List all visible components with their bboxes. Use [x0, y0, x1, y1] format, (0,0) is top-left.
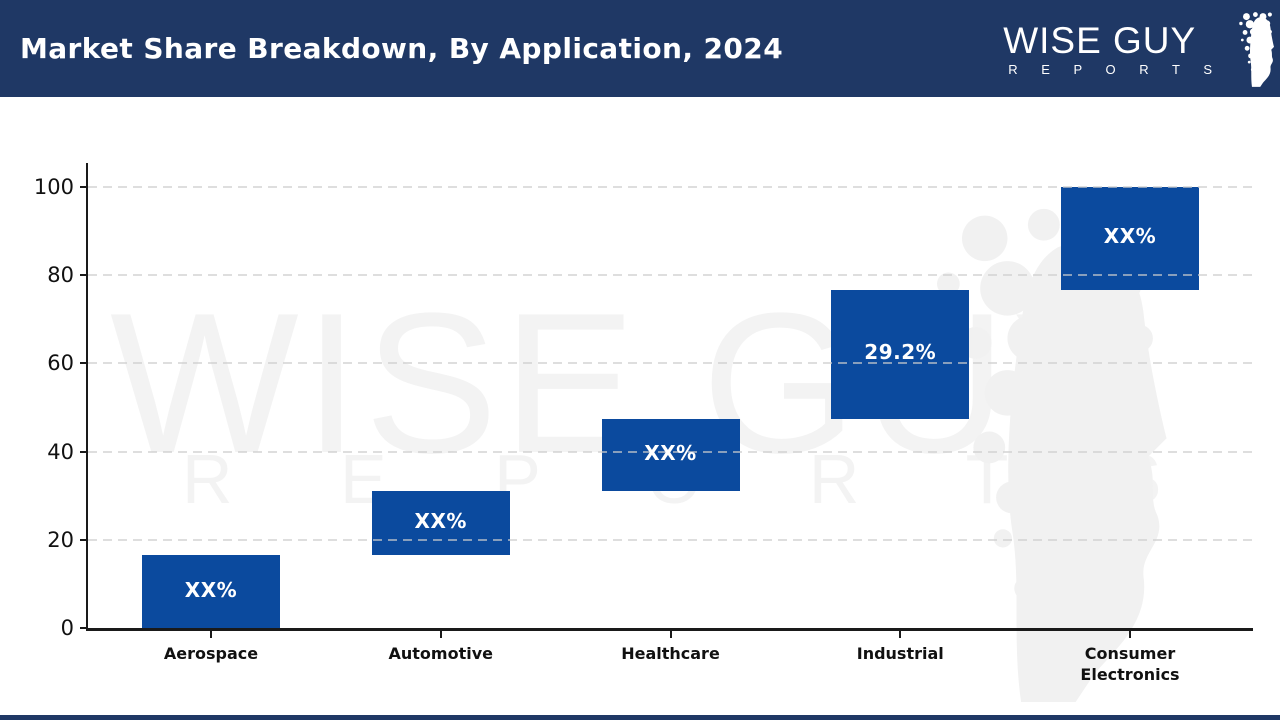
gridline-60: [88, 362, 1253, 365]
y-tick-label: 40: [47, 439, 74, 464]
watermark-face-icon: [937, 208, 1167, 702]
x-tick: [439, 631, 442, 638]
bottom-bar: [0, 715, 1280, 720]
x-axis-spine: [86, 628, 1253, 631]
y-tick: [80, 362, 88, 365]
y-tick-label: 100: [33, 175, 74, 199]
category-label: Consumer Electronics: [1080, 644, 1180, 684]
bar-value-label: XX%: [644, 440, 697, 465]
y-tick: [80, 450, 88, 453]
chart-area: WISE GUY R E P O R T S XX%AerospaceXX%Au…: [0, 97, 1280, 716]
y-tick: [80, 538, 88, 541]
x-tick: [210, 631, 212, 638]
gridline-20: [88, 538, 1253, 541]
category-label: Healthcare: [621, 644, 720, 663]
header-background: [0, 0, 1280, 97]
y-axis-spine: [86, 163, 88, 631]
logo-wordmark: WISE GUY: [1003, 20, 1197, 61]
bar-value-label: XX%: [184, 577, 238, 602]
logo-subtext: R E P O R T S: [1008, 62, 1222, 77]
bar-automotive: [371, 491, 510, 556]
y-tick-label: 20: [47, 527, 74, 552]
bar-healthcare: [601, 418, 740, 492]
page-title: Market Share Breakdown, By Application, …: [20, 32, 784, 65]
bar-industrial: [831, 289, 970, 419]
category-label: Automotive: [388, 644, 494, 663]
y-tick: [80, 627, 88, 629]
y-tick: [80, 186, 88, 188]
category-label: Industrial: [856, 644, 944, 663]
y-tick-label: 0: [60, 616, 74, 640]
bar-value-label: 29.2%: [864, 340, 937, 365]
y-tick: [80, 274, 88, 277]
logo-face-icon: [1239, 12, 1274, 87]
bar-value-label: XX%: [414, 509, 467, 534]
gridline-40: [88, 450, 1253, 453]
gridline-80: [88, 274, 1253, 277]
x-tick: [669, 631, 672, 638]
gridline-100: [88, 186, 1253, 188]
y-tick-label: 60: [47, 351, 74, 376]
x-tick: [899, 631, 902, 638]
logo-text: WISE GUY R E P O R T S: [1003, 22, 1222, 76]
bar-aerospace: [142, 555, 280, 628]
category-label: Aerospace: [163, 644, 259, 663]
bar-value-label: XX%: [1103, 224, 1157, 249]
x-tick: [1129, 631, 1131, 638]
header: Market Share Breakdown, By Application, …: [0, 0, 1280, 97]
bar-consumer-electronics: [1061, 187, 1199, 290]
y-tick-label: 80: [47, 263, 74, 288]
wiseguy-logo: WISE GUY R E P O R T S: [1003, 8, 1274, 90]
